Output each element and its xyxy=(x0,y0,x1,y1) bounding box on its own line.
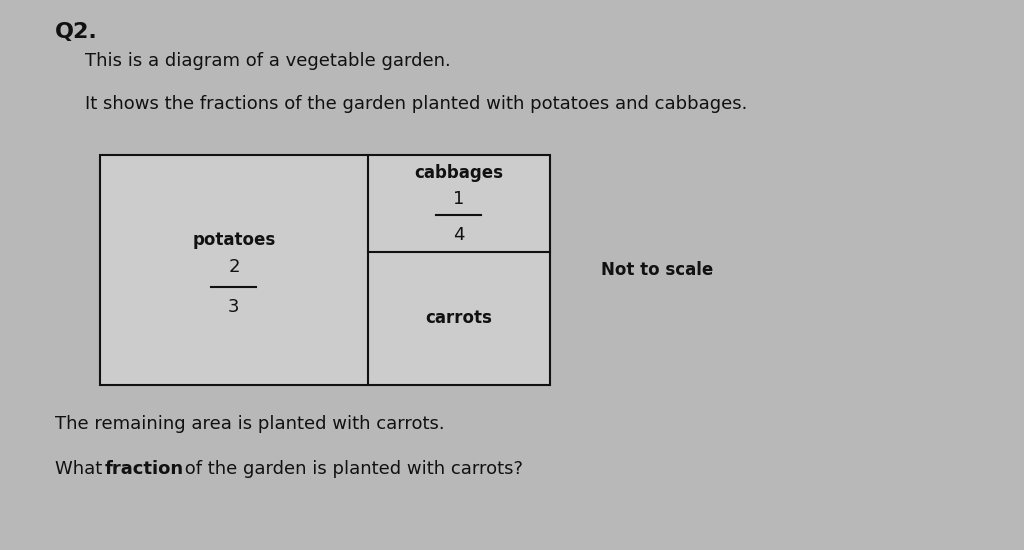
Text: It shows the fractions of the garden planted with potatoes and cabbages.: It shows the fractions of the garden pla… xyxy=(85,95,748,113)
Text: potatoes: potatoes xyxy=(193,231,275,249)
Text: 1: 1 xyxy=(454,190,465,208)
Text: 3: 3 xyxy=(228,299,240,316)
Text: 2: 2 xyxy=(228,258,240,276)
Text: The remaining area is planted with carrots.: The remaining area is planted with carro… xyxy=(55,415,444,433)
Text: What: What xyxy=(55,460,108,478)
Text: cabbages: cabbages xyxy=(415,164,504,182)
Text: Q2.: Q2. xyxy=(55,22,97,42)
Text: Not to scale: Not to scale xyxy=(601,261,714,279)
Text: This is a diagram of a vegetable garden.: This is a diagram of a vegetable garden. xyxy=(85,52,451,70)
Text: carrots: carrots xyxy=(425,309,493,327)
Text: 4: 4 xyxy=(454,226,465,244)
Text: fraction: fraction xyxy=(104,460,183,478)
Text: of the garden is planted with carrots?: of the garden is planted with carrots? xyxy=(179,460,523,478)
Bar xyxy=(100,155,550,385)
